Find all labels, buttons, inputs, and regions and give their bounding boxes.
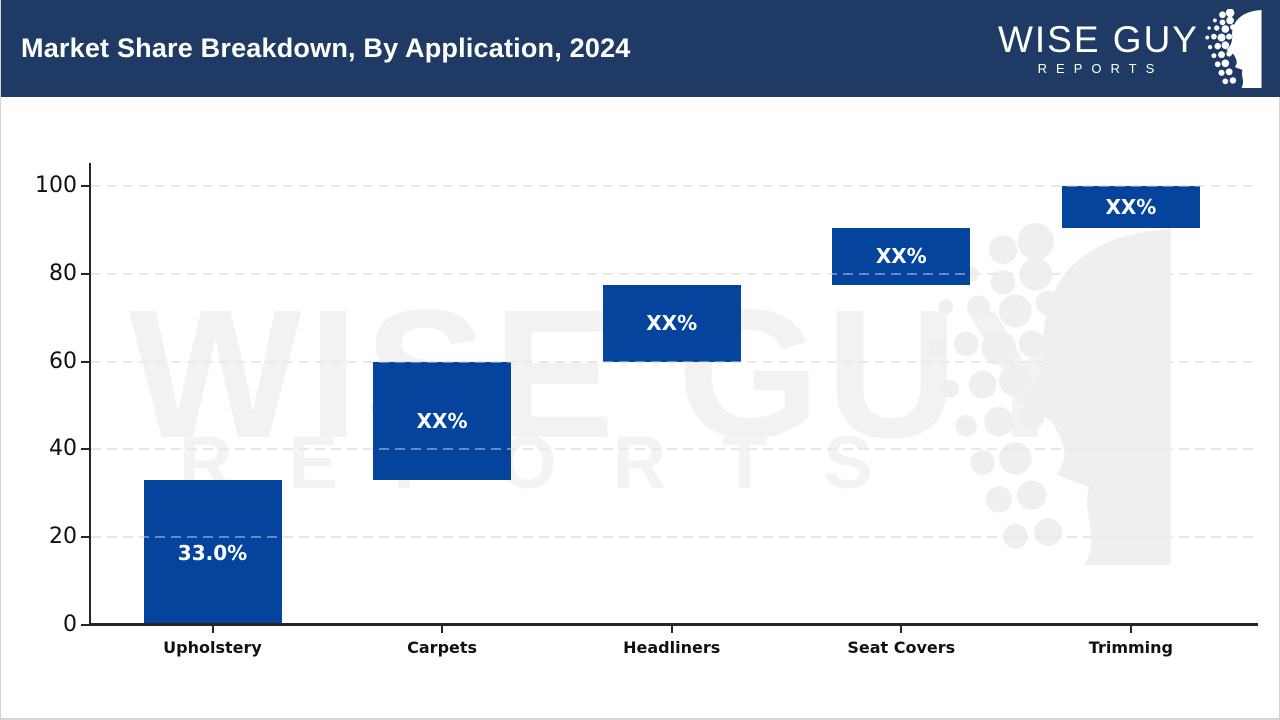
category-label: Upholstery	[163, 638, 262, 657]
y-axis-tick-label: 80	[49, 260, 77, 286]
category-label: Seat Covers	[847, 638, 956, 657]
y-axis-tick-mark	[81, 448, 89, 451]
x-axis-line	[89, 623, 1258, 626]
gridline	[91, 448, 1258, 451]
bar-value-label: XX%	[1105, 194, 1157, 219]
gridline-overlay	[91, 360, 1258, 363]
watermark-text-sub: REPORTS	[179, 421, 929, 504]
logo-text-sub: REPORTS	[1037, 61, 1164, 76]
waterfall-bar: XX%	[1061, 186, 1200, 228]
watermark-face-icon	[929, 223, 1171, 565]
logo-face-icon	[1205, 8, 1262, 88]
bar-value-label: XX%	[416, 408, 468, 433]
x-axis-tick-mark	[900, 626, 903, 633]
gridline	[91, 185, 1258, 187]
wise-guy-logo: WISE GUY REPORTS	[997, 8, 1263, 89]
gridline	[91, 536, 1258, 539]
gridline-overlay	[91, 185, 1258, 187]
gridline	[91, 360, 1258, 363]
waterfall-bar: XX%	[602, 284, 741, 362]
header: Market Share Breakdown, By Application, …	[1, 0, 1280, 97]
y-axis-line	[89, 163, 91, 626]
x-axis-tick-mark	[211, 626, 214, 633]
y-axis-tick-label: 40	[49, 436, 77, 462]
y-axis-tick-label: 60	[49, 348, 77, 374]
category-label: Trimming	[1088, 638, 1173, 657]
logo-wordmark: WISE GUY REPORTS	[997, 19, 1199, 77]
x-axis-tick-mark	[441, 626, 444, 633]
x-axis-tick-mark	[670, 626, 673, 633]
category-label: Headliners	[623, 638, 721, 657]
y-axis-tick-mark	[81, 624, 89, 626]
y-axis-tick-mark	[81, 536, 89, 539]
bar-value-label: XX%	[646, 311, 698, 336]
bar-value-label: XX%	[875, 244, 927, 269]
page-title: Market Share Breakdown, By Application, …	[21, 33, 631, 63]
bar-value-label: 33.0%	[177, 540, 248, 565]
waterfall-bar: XX%	[832, 227, 971, 285]
y-axis-tick-label: 100	[35, 173, 77, 198]
x-axis-tick-mark	[1129, 626, 1132, 633]
y-axis-tick-mark	[81, 185, 89, 187]
y-axis-tick-mark	[81, 360, 89, 363]
y-axis-tick-label: 0	[63, 612, 77, 637]
waterfall-bar: 33.0%	[143, 480, 282, 625]
y-axis-tick-label: 20	[49, 524, 77, 550]
logo-text-main: WISE GUY	[997, 19, 1199, 60]
gridline-overlay	[91, 448, 1258, 451]
gridline-overlay	[91, 272, 1258, 275]
gridline	[91, 272, 1258, 275]
gridline-overlay	[91, 536, 1258, 539]
category-label: Carpets	[407, 638, 478, 657]
y-axis-tick-mark	[81, 272, 89, 275]
waterfall-bar: XX%	[373, 361, 512, 481]
